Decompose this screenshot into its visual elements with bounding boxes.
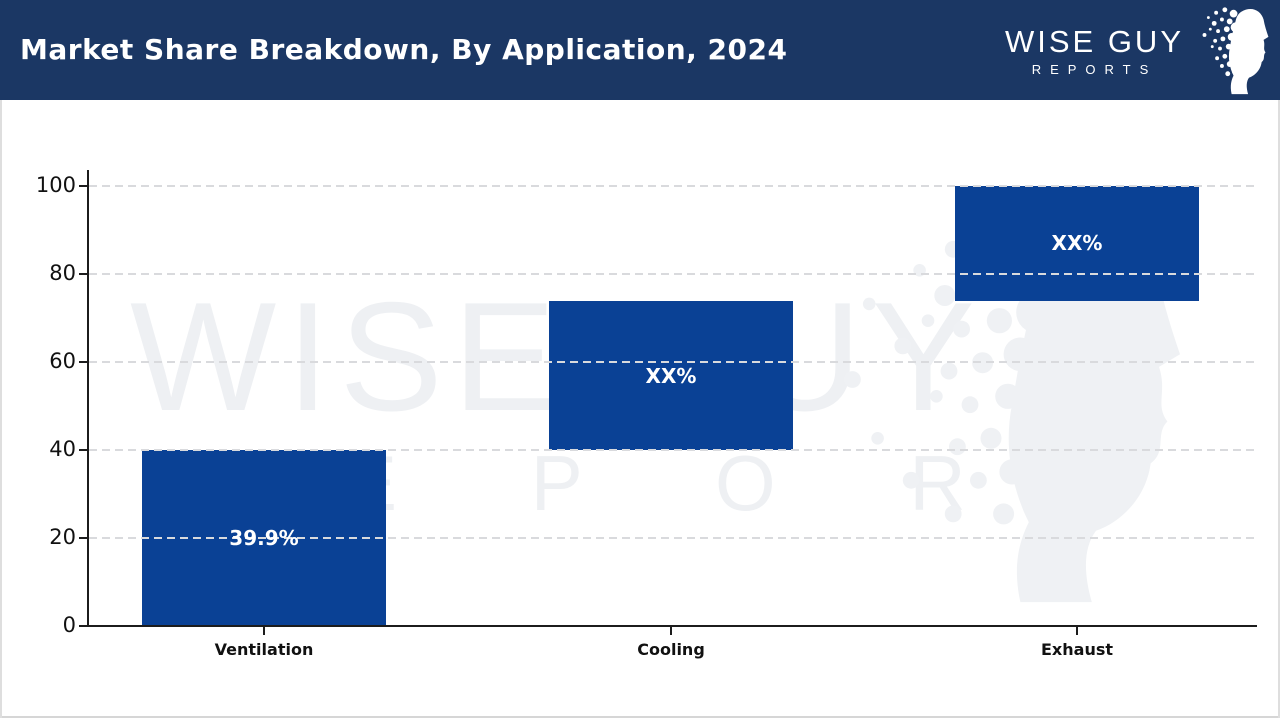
left-border-line	[0, 100, 2, 718]
y-axis-tick-label-100: 100	[35, 173, 76, 197]
logo-text: WISE GUY REPORTS	[1005, 24, 1184, 77]
page-title: Market Share Breakdown, By Application, …	[20, 33, 788, 66]
y-axis-tick-60	[79, 361, 88, 363]
logo-head-profile-icon	[1202, 7, 1269, 95]
y-axis-tick-80	[79, 273, 88, 275]
y-axis-tick-20	[79, 537, 88, 539]
y-axis-tick-label-20: 20	[49, 525, 76, 549]
gridline-60	[89, 361, 1256, 363]
x-axis-label-cooling: Cooling	[637, 640, 705, 659]
bottom-border-line	[0, 716, 1280, 718]
x-axis-label-ventilation: Ventilation	[214, 640, 314, 659]
y-axis-tick-label-80: 80	[49, 261, 76, 285]
y-axis-tick-100	[79, 185, 88, 187]
y-axis-tick-label-40: 40	[49, 437, 76, 461]
y-axis-line	[87, 170, 89, 627]
x-axis-label-exhaust: Exhaust	[1041, 640, 1113, 659]
bar-exhaust	[955, 186, 1199, 301]
right-border-line	[1278, 100, 1280, 718]
x-axis-tick-ventilation	[263, 627, 265, 635]
bar-value-label-cooling: XX%	[645, 363, 697, 388]
logo-subtitle: REPORTS	[1031, 61, 1158, 77]
x-axis-tick-exhaust	[1076, 627, 1078, 635]
y-axis-tick-0	[79, 625, 88, 627]
y-axis-tick-label-0: 0	[62, 613, 76, 637]
x-axis-tick-cooling	[670, 627, 672, 635]
gridline-80	[89, 273, 1256, 275]
gridline-40	[89, 449, 1256, 451]
gridline-100	[89, 185, 1256, 187]
x-axis-line	[87, 625, 1257, 627]
bar-cooling	[549, 300, 793, 451]
y-axis-tick-40	[79, 449, 88, 451]
wise-guy-reports-logo: WISE GUY REPORTS	[1005, 0, 1270, 100]
bar-value-label-exhaust: XX%	[1051, 231, 1103, 256]
gridline-20	[89, 537, 1256, 539]
logo-wordmark: WISE GUY	[1004, 23, 1184, 59]
bar-value-label-ventilation: 39.9%	[229, 526, 299, 551]
y-axis-tick-label-60: 60	[49, 349, 76, 373]
header-band: Market Share Breakdown, By Application, …	[0, 0, 1280, 100]
